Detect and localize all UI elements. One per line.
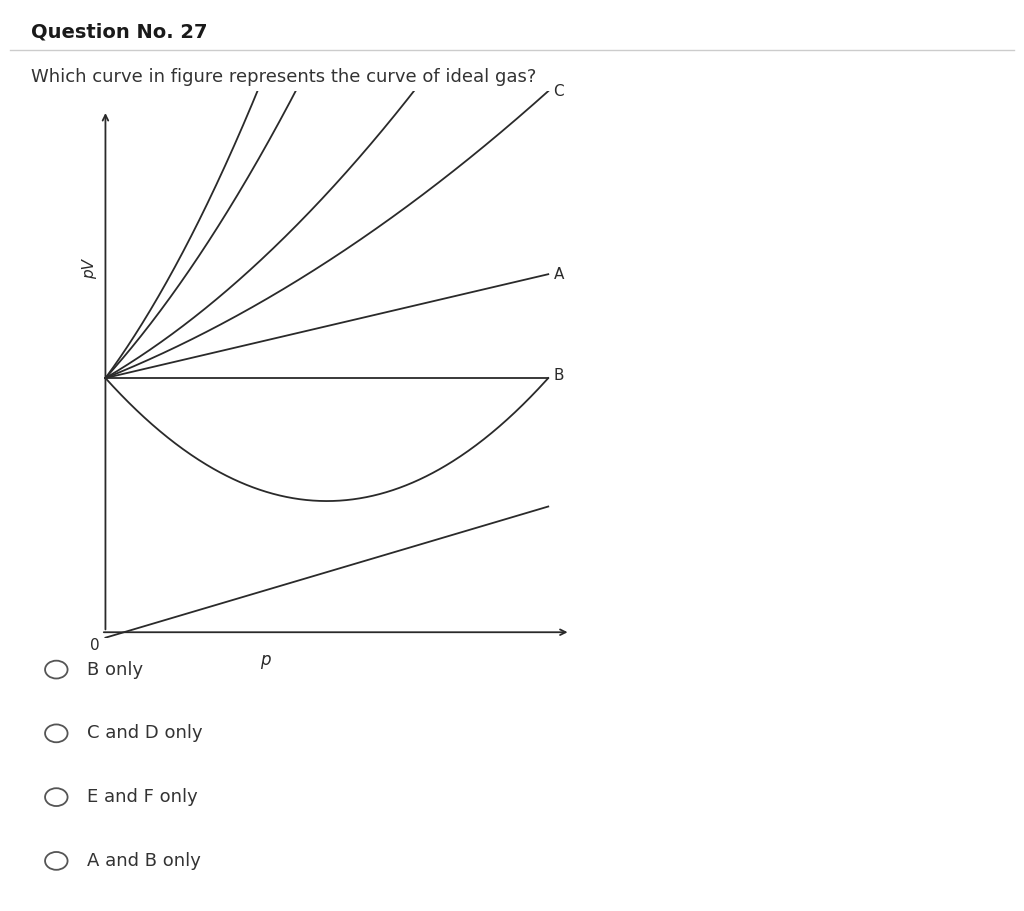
Text: B: B bbox=[554, 368, 564, 383]
Text: Which curve in figure represents the curve of ideal gas?: Which curve in figure represents the cur… bbox=[31, 68, 537, 87]
Text: C: C bbox=[554, 84, 564, 98]
Text: C and D only: C and D only bbox=[87, 724, 203, 742]
Text: Question No. 27: Question No. 27 bbox=[31, 23, 207, 42]
Text: A and B only: A and B only bbox=[87, 852, 201, 870]
Text: 0: 0 bbox=[89, 639, 99, 653]
Text: B only: B only bbox=[87, 660, 143, 679]
Text: A: A bbox=[554, 267, 564, 281]
Text: $p$: $p$ bbox=[260, 653, 272, 671]
Text: E and F only: E and F only bbox=[87, 788, 198, 806]
Text: pV: pV bbox=[83, 259, 97, 279]
